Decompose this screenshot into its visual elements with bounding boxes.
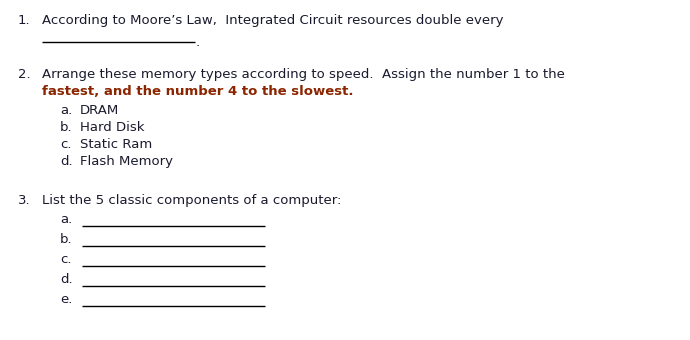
Text: 3.: 3. xyxy=(18,194,30,207)
Text: c.: c. xyxy=(60,253,72,266)
Text: d.: d. xyxy=(60,273,72,286)
Text: According to Moore’s Law,  Integrated Circuit resources double every: According to Moore’s Law, Integrated Cir… xyxy=(42,14,504,27)
Text: Static Ram: Static Ram xyxy=(80,138,152,151)
Text: Arrange these memory types according to speed.  Assign the number 1 to the: Arrange these memory types according to … xyxy=(42,68,565,81)
Text: List the 5 classic components of a computer:: List the 5 classic components of a compu… xyxy=(42,194,342,207)
Text: c.: c. xyxy=(60,138,72,151)
Text: e.: e. xyxy=(60,293,72,306)
Text: Hard Disk: Hard Disk xyxy=(80,121,144,134)
Text: a.: a. xyxy=(60,104,72,117)
Text: 1.: 1. xyxy=(18,14,30,27)
Text: b.: b. xyxy=(60,121,72,134)
Text: 2.: 2. xyxy=(18,68,30,81)
Text: DRAM: DRAM xyxy=(80,104,119,117)
Text: .: . xyxy=(196,36,200,49)
Text: Flash Memory: Flash Memory xyxy=(80,155,173,168)
Text: fastest, and the number 4 to the slowest.: fastest, and the number 4 to the slowest… xyxy=(42,85,353,98)
Text: a.: a. xyxy=(60,213,72,226)
Text: d.: d. xyxy=(60,155,72,168)
Text: b.: b. xyxy=(60,233,72,246)
